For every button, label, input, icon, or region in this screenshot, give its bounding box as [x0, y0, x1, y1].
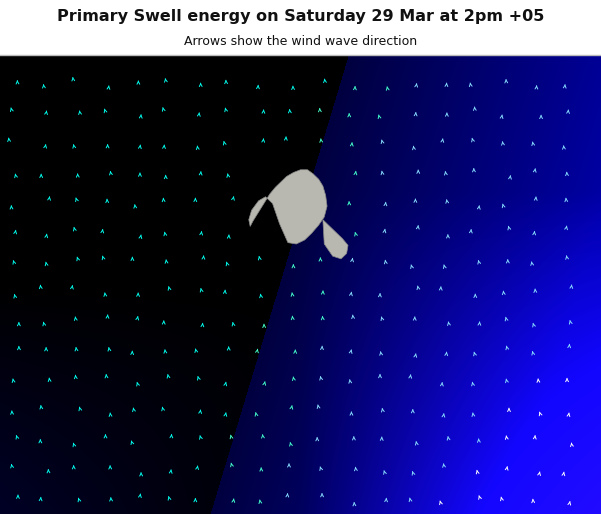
Polygon shape	[249, 170, 327, 244]
Polygon shape	[323, 219, 348, 259]
Text: Arrows show the wind wave direction: Arrows show the wind wave direction	[184, 35, 417, 48]
Text: Primary Swell energy on Saturday 29 Mar at 2pm +05: Primary Swell energy on Saturday 29 Mar …	[57, 9, 544, 24]
